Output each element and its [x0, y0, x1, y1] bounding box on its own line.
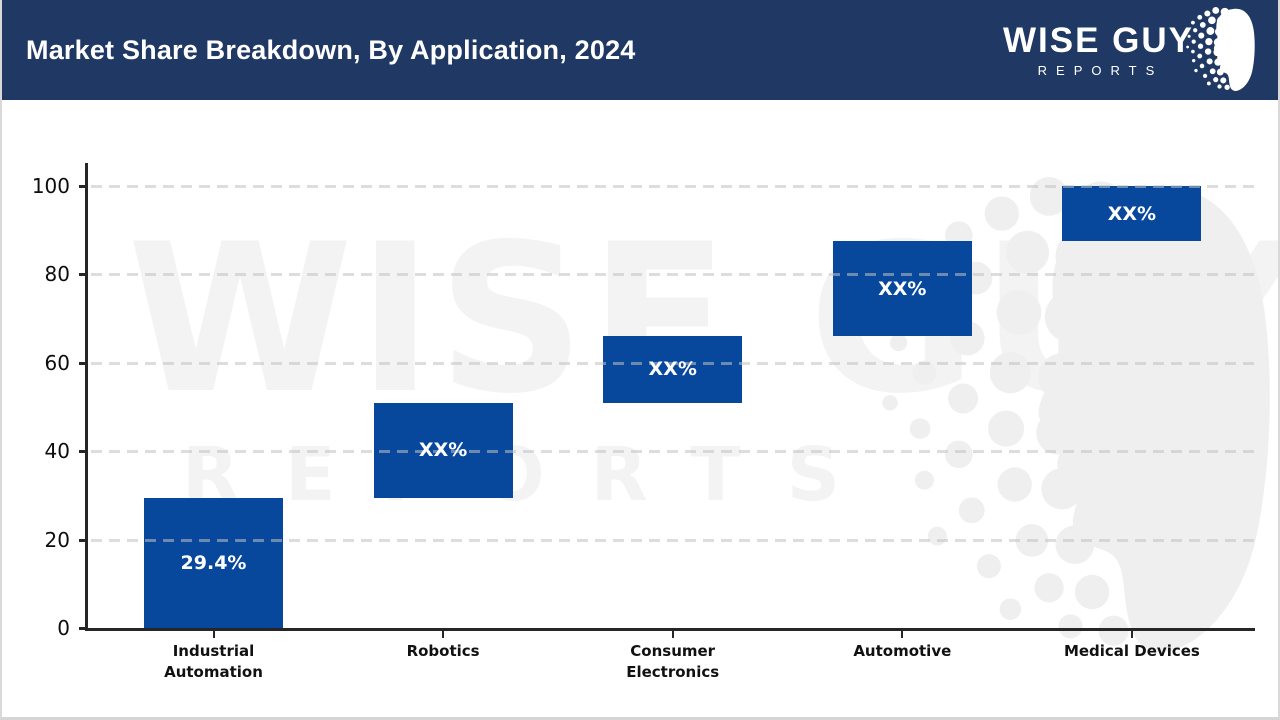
y-tick-mark	[79, 450, 88, 454]
y-tick-mark	[79, 185, 88, 188]
y-tick-mark	[79, 361, 88, 365]
x-tick-mark	[671, 631, 674, 638]
logo-wordmark-line1: WISE GUY	[1002, 20, 1194, 60]
y-tick-label: 60	[44, 350, 70, 375]
bar-industrial-automation	[144, 498, 283, 628]
watermark-subtext: REPORTS	[182, 432, 887, 518]
gridline-100	[91, 185, 1255, 188]
x-tick-mark	[1130, 631, 1133, 638]
y-axis	[85, 163, 88, 631]
y-tick-label: 40	[44, 439, 70, 464]
bar-value-label: XX%	[1107, 202, 1157, 225]
x-axis	[85, 628, 1255, 631]
logo-face-icon	[1180, 7, 1256, 93]
gridline-40	[91, 450, 1255, 454]
bar-value-label: XX%	[878, 277, 927, 300]
x-tick-mark	[442, 631, 445, 638]
chart-area: WISE GUY REPORTS 29.4% XX% XX% XX% XX% 0 20 40 6…	[2, 100, 1278, 717]
y-tick-label: 80	[44, 262, 70, 287]
y-tick-label: 0	[57, 616, 70, 640]
x-tick-mark	[212, 631, 215, 638]
x-tick-label: Consumer Electronics	[626, 642, 720, 681]
logo-wordmark: WISE GUY REPORTS	[1003, 23, 1194, 78]
y-tick-label: 20	[44, 527, 70, 552]
x-tick-label: Industrial Automation	[164, 642, 263, 681]
x-tick-label: Automotive	[853, 642, 952, 660]
y-tick-mark	[79, 273, 88, 277]
bar-value-label: XX%	[648, 358, 697, 381]
logo-wordmark-line2: REPORTS	[1037, 62, 1164, 78]
bar-value-label: XX%	[418, 439, 468, 462]
gridline-20	[91, 538, 1255, 542]
header-bar: Market Share Breakdown, By Application, …	[2, 0, 1278, 100]
gridline-80	[91, 273, 1255, 277]
x-tick-label: Robotics	[406, 642, 480, 660]
page-title: Market Share Breakdown, By Application, …	[26, 34, 636, 65]
y-tick-mark	[79, 538, 88, 542]
brand-logo: WISE GUY REPORTS	[1003, 7, 1256, 93]
x-tick-label: Medical Devices	[1063, 642, 1200, 660]
gridline-60	[91, 361, 1255, 365]
bar-consumer-electronics	[603, 336, 743, 403]
y-tick-label: 100	[31, 174, 70, 198]
y-tick-mark	[79, 627, 88, 630]
x-tick-mark	[901, 631, 904, 638]
bar-value-label: 29.4%	[180, 552, 247, 575]
